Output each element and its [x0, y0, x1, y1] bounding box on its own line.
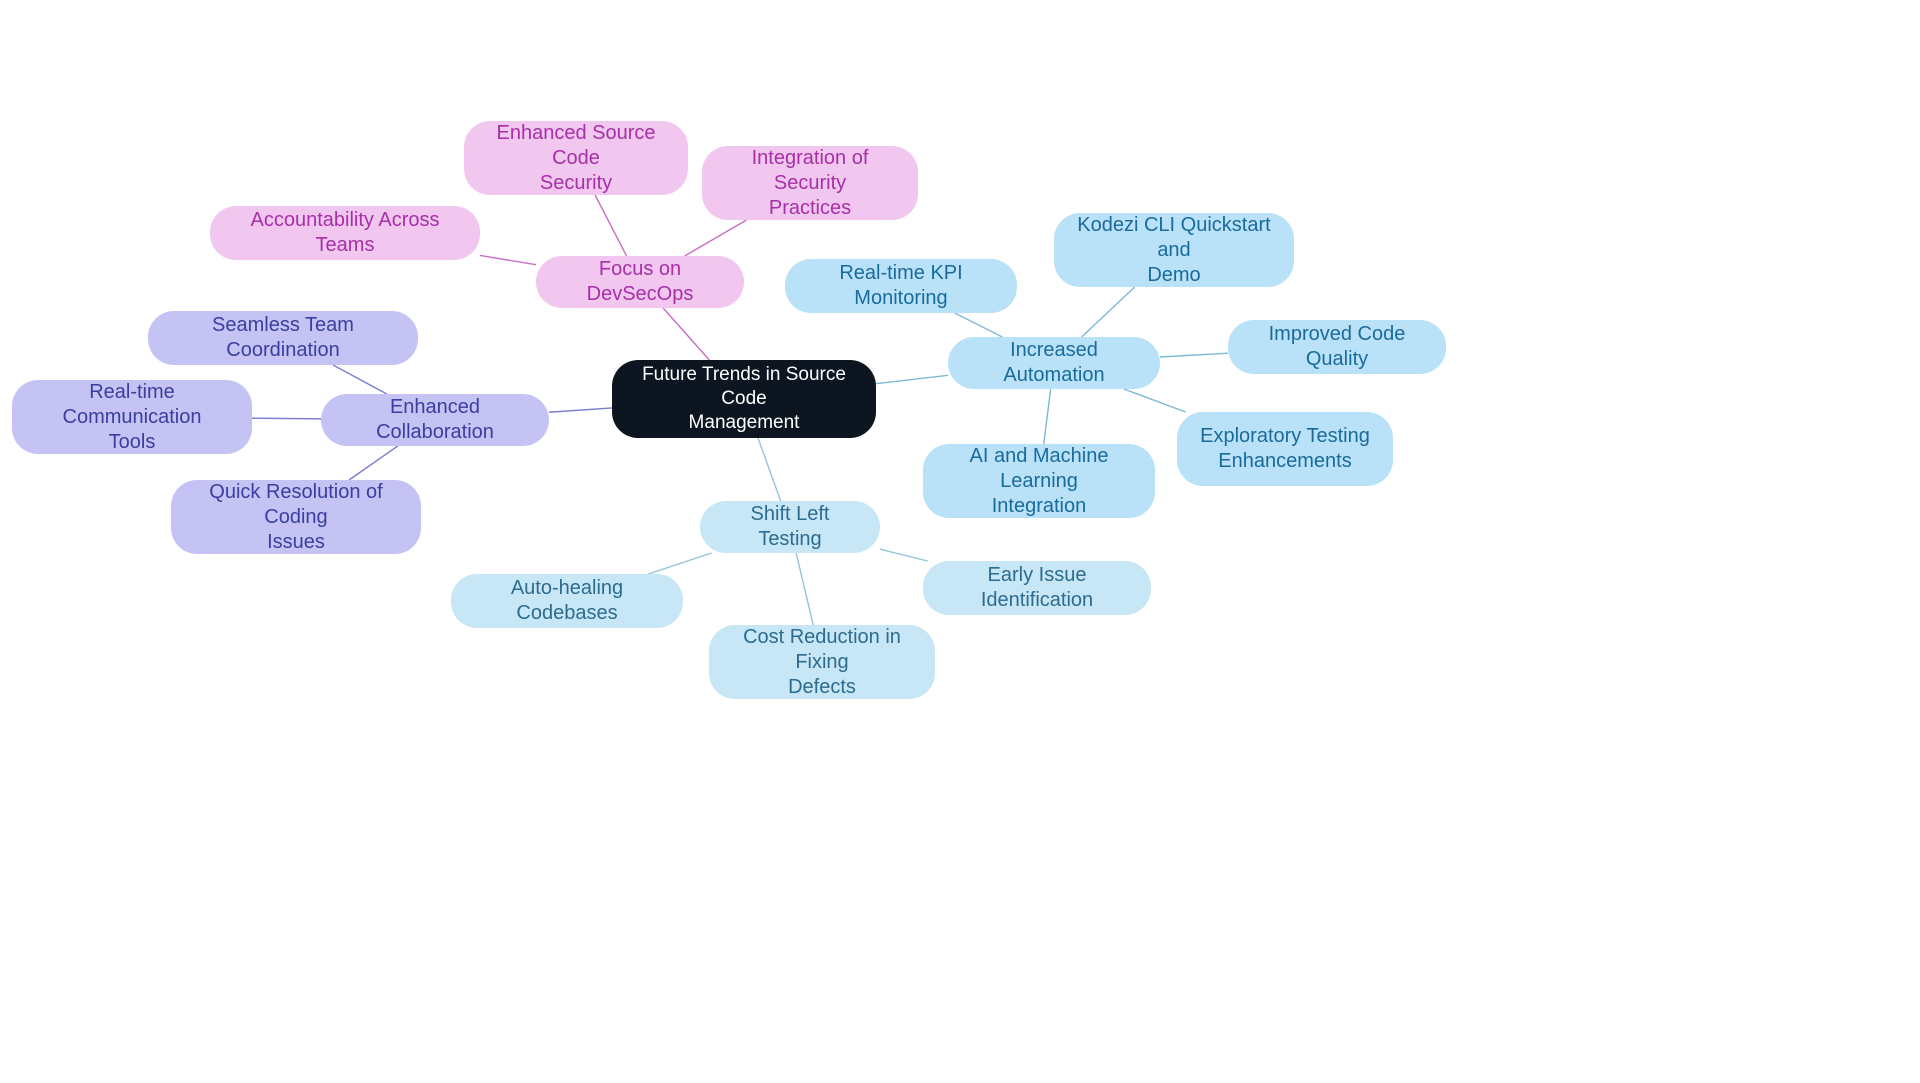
node-auto-heal: Auto-healing Codebases: [451, 574, 683, 628]
node-label: Improved Code Quality: [1248, 322, 1426, 372]
edge-shift-left-auto-heal: [648, 553, 711, 574]
node-label: AI and Machine Learning Integration: [943, 444, 1135, 519]
edge-automation-ai-ml: [1044, 389, 1051, 444]
edge-automation-kpi: [955, 313, 1003, 337]
node-shift-left: Shift Left Testing: [700, 501, 880, 553]
edge-automation-exploratory: [1124, 389, 1186, 412]
node-label: Integration of Security Practices: [722, 146, 898, 221]
node-label: Enhanced Collaboration: [341, 395, 529, 445]
edge-automation-quality: [1160, 353, 1228, 357]
node-exploratory: Exploratory Testing Enhancements: [1177, 412, 1393, 486]
node-quick-res: Quick Resolution of Coding Issues: [171, 480, 421, 554]
node-label: Future Trends in Source Code Management: [632, 363, 856, 434]
node-label: Seamless Team Coordination: [168, 313, 398, 363]
edge-automation-kodezi: [1082, 287, 1135, 337]
node-cost-red: Cost Reduction in Fixing Defects: [709, 625, 935, 699]
node-label: Quick Resolution of Coding Issues: [191, 480, 401, 555]
edge-center-automation: [876, 375, 948, 383]
node-collab: Enhanced Collaboration: [321, 394, 549, 446]
node-sec-code: Enhanced Source Code Security: [464, 121, 688, 195]
edge-collab-seamless: [333, 365, 387, 394]
node-label: Enhanced Source Code Security: [484, 121, 668, 196]
edge-center-collab: [549, 408, 612, 412]
node-label: Auto-healing Codebases: [471, 576, 663, 626]
node-quality: Improved Code Quality: [1228, 320, 1446, 374]
node-early-id: Early Issue Identification: [923, 561, 1151, 615]
node-label: Real-time Communication Tools: [32, 380, 232, 455]
edge-center-shift-left: [758, 438, 781, 501]
node-kodezi: Kodezi CLI Quickstart and Demo: [1054, 213, 1294, 287]
node-automation: Increased Automation: [948, 337, 1160, 389]
edge-devsecops-sec-practices: [685, 220, 747, 256]
node-label: Real-time KPI Monitoring: [805, 261, 997, 311]
node-label: Kodezi CLI Quickstart and Demo: [1074, 213, 1274, 288]
node-realtime-comm: Real-time Communication Tools: [12, 380, 252, 454]
node-label: Cost Reduction in Fixing Defects: [729, 625, 915, 700]
node-accountability: Accountability Across Teams: [210, 206, 480, 260]
edge-devsecops-accountability: [480, 255, 536, 264]
node-sec-practices: Integration of Security Practices: [702, 146, 918, 220]
edge-collab-quick-res: [349, 446, 398, 480]
node-label: Increased Automation: [968, 338, 1140, 388]
node-ai-ml: AI and Machine Learning Integration: [923, 444, 1155, 518]
node-label: Exploratory Testing Enhancements: [1200, 424, 1370, 474]
edge-center-devsecops: [663, 308, 709, 360]
node-center: Future Trends in Source Code Management: [612, 360, 876, 438]
edge-devsecops-sec-code: [595, 195, 626, 256]
node-label: Accountability Across Teams: [230, 208, 460, 258]
edge-collab-realtime-comm: [252, 418, 321, 419]
node-label: Shift Left Testing: [720, 502, 860, 552]
edge-shift-left-cost-red: [796, 553, 813, 625]
edge-shift-left-early-id: [880, 549, 928, 561]
node-devsecops: Focus on DevSecOps: [536, 256, 744, 308]
node-seamless: Seamless Team Coordination: [148, 311, 418, 365]
node-label: Focus on DevSecOps: [556, 257, 724, 307]
node-kpi: Real-time KPI Monitoring: [785, 259, 1017, 313]
node-label: Early Issue Identification: [943, 563, 1131, 613]
